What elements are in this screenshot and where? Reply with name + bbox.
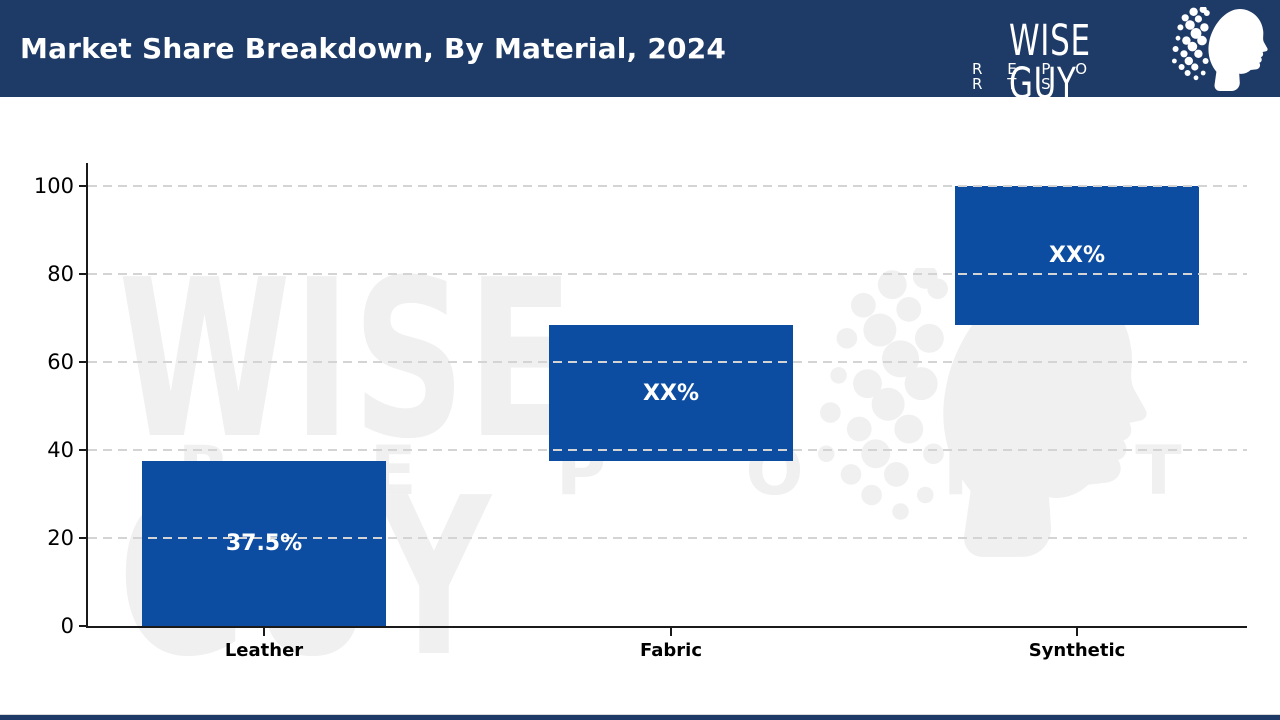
watermark-head-dots-icon [818, 268, 1147, 557]
y-axis-line [86, 163, 88, 628]
bar-value-label: XX% [1049, 243, 1105, 269]
logo-wordmark: WISE GUY [1008, 16, 1091, 109]
wise-guy-reports-logo: WISE GUY R E P O R T S [972, 0, 1272, 106]
y-axis-tick-label: 0 [60, 614, 74, 638]
bar-fabric [549, 325, 793, 461]
logo-head-dots-icon [1172, 7, 1268, 91]
y-axis-tick [79, 625, 88, 627]
bar-synthetic [955, 186, 1199, 326]
y-axis-tick [79, 273, 88, 275]
gridline-y80 [88, 273, 1247, 275]
y-axis-tick [79, 537, 88, 539]
bar-value-label: XX% [643, 380, 699, 406]
gridline-y20 [88, 537, 1247, 539]
x-axis-tick [263, 628, 265, 636]
y-axis-tick-label: 60 [47, 350, 74, 374]
gridline-y60 [88, 361, 1247, 363]
logo-subtext: R E P O R T S [972, 60, 1098, 93]
y-axis-tick-label: 100 [33, 174, 74, 198]
gridline-y40 [88, 449, 1247, 451]
x-axis-line [86, 626, 1247, 628]
bar-leather [142, 461, 386, 626]
x-axis-label-synthetic: Synthetic [1028, 640, 1126, 661]
y-axis-tick [79, 449, 88, 451]
y-axis-tick-label: 20 [47, 526, 74, 550]
x-axis-label-fabric: Fabric [640, 640, 702, 661]
x-axis-label-leather: Leather [224, 640, 304, 661]
x-axis-tick [1076, 628, 1078, 636]
y-axis-tick-label: 40 [47, 438, 74, 462]
gridline-y100 [88, 185, 1247, 187]
page-title: Market Share Breakdown, By Material, 202… [20, 32, 727, 65]
header-band: Market Share Breakdown, By Material, 202… [0, 0, 1280, 106]
footer-bar [0, 715, 1280, 720]
y-axis-tick [79, 185, 88, 187]
y-axis-tick [79, 361, 88, 363]
bar-value-label: 37.5% [225, 531, 303, 556]
footer-rule [0, 714, 1280, 715]
y-axis-tick-label: 80 [47, 262, 74, 286]
x-axis-tick [670, 628, 672, 636]
